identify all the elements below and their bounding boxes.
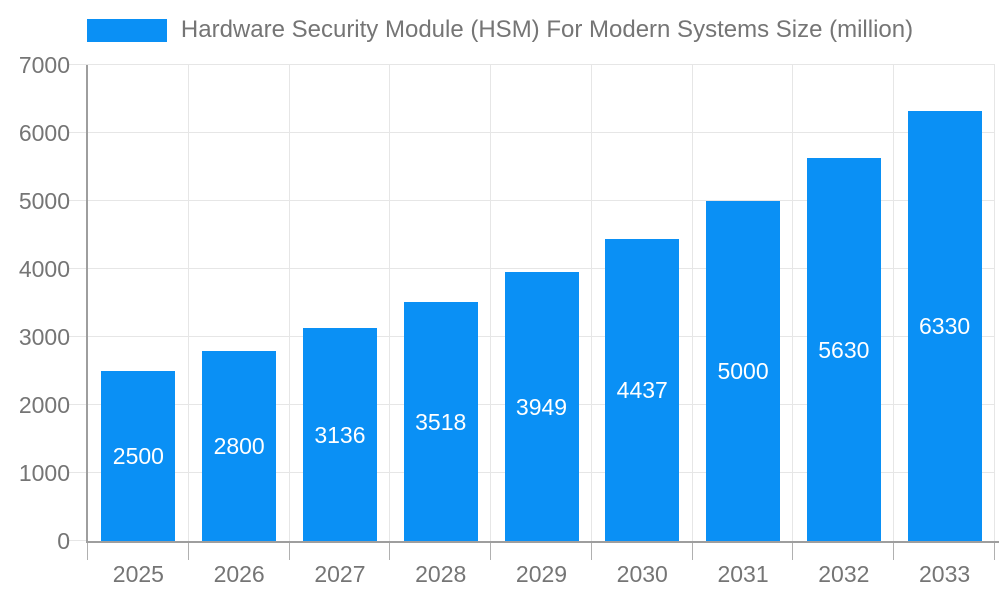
x-tick (590, 541, 592, 560)
x-gridline (288, 65, 290, 541)
bar-value-label: 6330 (919, 313, 971, 339)
x-tick (87, 541, 88, 560)
x-axis-tick-label: 2025 (112, 561, 164, 587)
x-tick (490, 541, 492, 560)
x-axis-tick-label: 2026 (213, 561, 265, 587)
bar[interactable]: 3949 (504, 272, 579, 541)
x-gridline (389, 65, 391, 541)
x-axis-tick-label: 2031 (717, 561, 769, 587)
y-axis-tick-label: 5000 (18, 188, 70, 214)
legend-swatch (86, 18, 167, 42)
bar-value-label: 5630 (818, 336, 870, 363)
y-gridline (68, 132, 995, 133)
bar[interactable]: 4437 (605, 239, 680, 541)
bar[interactable]: 5630 (806, 158, 881, 541)
x-gridline (893, 65, 895, 541)
x-axis-tick-label: 2032 (818, 561, 870, 587)
x-tick (389, 541, 391, 560)
x-axis-tick-label: 2027 (314, 561, 366, 587)
bar-value-label: 3136 (314, 421, 366, 448)
x-gridline (691, 65, 693, 541)
bar[interactable]: 6330 (907, 111, 982, 541)
y-axis-tick-label: 1000 (18, 460, 70, 486)
x-gridline (590, 65, 592, 541)
x-tick (691, 541, 693, 560)
x-axis-tick-label: 2030 (616, 561, 668, 587)
x-axis-tick-label: 2033 (919, 561, 971, 587)
x-gridline (490, 65, 492, 541)
y-gridline (68, 200, 995, 201)
x-gridline (792, 65, 794, 541)
bar-value-label: 2800 (213, 433, 265, 459)
x-tick (792, 541, 794, 560)
y-axis-tick-label: 6000 (18, 120, 70, 146)
chart-legend[interactable]: Hardware Security Module (HSM) For Moder… (0, 17, 1000, 43)
x-gridline (994, 65, 995, 541)
y-axis-tick-label: 2000 (18, 392, 70, 418)
y-gridline (68, 268, 995, 269)
legend-label: Hardware Security Module (HSM) For Moder… (180, 16, 914, 43)
x-tick (893, 541, 895, 560)
y-axis-tick-label: 0 (57, 528, 70, 554)
y-axis-tick-label: 4000 (18, 256, 70, 282)
x-tick (187, 541, 189, 560)
y-gridline (68, 64, 995, 65)
x-axis-tick-label: 2029 (515, 561, 568, 587)
x-axis-tick-label: 2028 (415, 561, 467, 587)
bar[interactable]: 5000 (706, 201, 781, 541)
bar[interactable]: 2500 (101, 371, 176, 541)
y-axis-line (86, 65, 88, 543)
bar[interactable]: 3136 (302, 328, 377, 541)
x-tick (288, 541, 290, 560)
x-tick (994, 541, 995, 560)
bar-value-label: 2500 (112, 443, 164, 469)
bar-value-label: 3949 (515, 393, 568, 420)
bar-value-label: 3518 (415, 408, 467, 435)
x-axis-line (86, 541, 999, 543)
y-tick (68, 540, 88, 541)
bar-value-label: 4437 (616, 377, 668, 403)
bar-value-label: 5000 (717, 358, 769, 384)
y-axis-tick-label: 7000 (18, 52, 70, 78)
y-axis-tick-label: 3000 (18, 324, 70, 350)
x-gridline (187, 65, 189, 541)
bar[interactable]: 3518 (403, 302, 478, 541)
bar[interactable]: 2800 (202, 351, 277, 541)
